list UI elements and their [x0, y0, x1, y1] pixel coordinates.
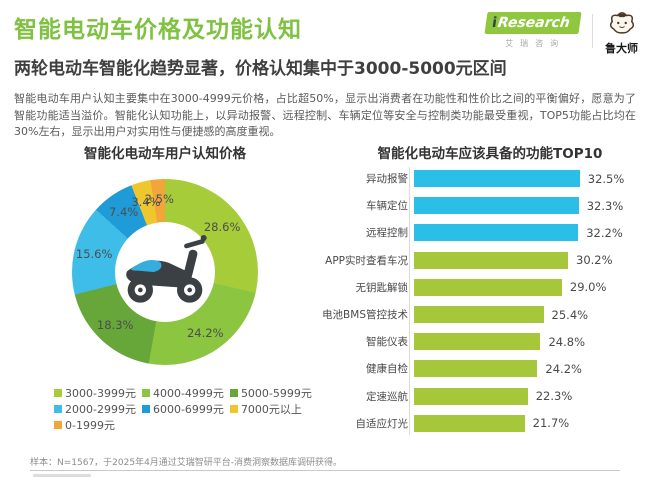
bar	[414, 387, 528, 405]
price-legend: 3000-3999元 4000-4999元 5000-5999元 2000-2999元…	[54, 386, 312, 432]
legend-swatch	[229, 388, 238, 397]
legend-item: 0-1999元	[54, 418, 136, 432]
bar-value-label: 30.2%	[576, 253, 613, 268]
legend-item: 5000-5999元	[229, 386, 312, 400]
bar-category-label: 车辆定位	[366, 200, 408, 213]
top10-bar-chart: 异动报警 32.5% 车辆定位 32.3% 远程控制 32.2% APP实时查看车况 30.2…	[316, 165, 646, 439]
page-title: 智能电动车价格及功能认知	[14, 17, 302, 43]
donut-slice-label: 7.4%	[108, 204, 139, 219]
bar-category-label: 远程控制	[366, 227, 408, 240]
bar-category-label: 定速巡航	[366, 390, 408, 403]
bar	[414, 251, 569, 269]
legend-swatch	[141, 388, 150, 397]
bar-category-label: 健康自检	[366, 363, 408, 376]
iresearch-logo: iResearch 艾瑞咨询	[484, 12, 582, 49]
bar-category-label: 异动报警	[366, 173, 408, 186]
iresearch-wordmark: iResearch	[484, 12, 582, 34]
bar-row: 远程控制 32.2%	[316, 219, 646, 246]
legend-label: 4000-4999元	[152, 386, 224, 400]
donut-slice-label: 18.3%	[96, 318, 134, 333]
bar-value-label: 24.2%	[545, 361, 582, 376]
bar-value-label: 32.2%	[586, 225, 623, 240]
donut-slice-label: 28.6%	[203, 219, 241, 234]
ludashi-mascot-icon	[607, 12, 637, 40]
bar-row: 智能仪表 24.8%	[316, 328, 646, 355]
legend-label: 2000-2999元	[65, 402, 136, 416]
legend-label: 6000-6999元	[152, 402, 224, 416]
bar-value-label: 25.4%	[551, 307, 589, 322]
legend-item: 3000-3999元	[54, 386, 136, 400]
donut-slice-label: 15.6%	[75, 247, 113, 262]
bar-value-label: 21.7%	[532, 416, 570, 431]
ludashi-logo: 鲁大师	[605, 10, 638, 56]
donut-slice-label: 3.4%	[131, 194, 161, 209]
legend-label: 5000-5999元	[240, 386, 312, 400]
donut-hole	[115, 222, 215, 322]
page-subtitle: 两轮电动车智能化趋势显著，价格认知集中于3000-5000元区间	[14, 59, 507, 79]
bar-value-label: 29.0%	[569, 280, 607, 295]
bar	[414, 278, 562, 296]
bar	[414, 224, 579, 242]
logo-divider	[592, 14, 593, 48]
donut-slice-label: 2.5%	[144, 192, 174, 207]
legend-swatch	[54, 420, 62, 429]
legend-swatch	[141, 404, 150, 413]
source-note: 样本：N=1567，于2025年4月通过艾瑞智研平台-消费洞察数据库调研获得。	[30, 458, 343, 468]
ludashi-name: 鲁大师	[605, 42, 638, 55]
bar	[414, 170, 580, 188]
legend-item: 6000-6999元	[141, 402, 224, 416]
bar-row: 电池BMS管控技术 25.4%	[316, 301, 646, 328]
bar-category-label: 智能仪表	[366, 336, 408, 349]
iresearch-rest: Research	[496, 15, 572, 31]
bar	[414, 360, 538, 378]
bar-row: APP实时查看车况 30.2%	[316, 247, 646, 274]
bar	[414, 197, 579, 215]
bar-chart-title: 智能化电动车应该具备的功能TOP10	[377, 146, 603, 162]
logo-area: iResearch 艾瑞咨询 鲁大师	[484, 8, 638, 56]
legend-swatch	[54, 388, 62, 397]
bar-category-label: 电池BMS管控技术	[322, 309, 408, 322]
donut-chart-title: 智能化电动车用户认知价格	[84, 146, 246, 162]
legend-swatch	[54, 404, 62, 413]
intro-paragraph: 智能电动车用户认知主要集中在3000-4999元价格，占比超50%，显示出消费者…	[14, 92, 636, 138]
scooter-icon	[115, 233, 215, 311]
legend-item: 2000-2999元	[54, 402, 136, 416]
legend-swatch	[229, 404, 238, 413]
bar-category-label: APP实时查看车况	[325, 254, 408, 267]
bar	[414, 414, 525, 432]
legend-label: 0-1999元	[65, 418, 115, 432]
bar-value-label: 22.3%	[535, 389, 573, 404]
bar-value-label: 32.3%	[586, 198, 624, 213]
bar-value-label: 24.8%	[548, 334, 586, 349]
donut-slice-label: 24.2%	[186, 325, 224, 340]
bar-row: 无钥匙解锁 29.0%	[316, 274, 646, 301]
legend-label: 7000元以上	[240, 402, 302, 416]
bar-row: 定速巡航 22.3%	[316, 383, 646, 410]
legend-item: 7000元以上	[229, 402, 312, 416]
footer-divider	[30, 470, 620, 471]
price-donut: 28.6% 24.2% 18.3% 15.6% 7.4% 3.4% 2.5%	[72, 179, 258, 365]
top10-bars: 异动报警 32.5% 车辆定位 32.3% 远程控制 32.2% APP实时查看车况 30.2…	[316, 165, 646, 437]
bar-row: 异动报警 32.5%	[316, 165, 646, 192]
bar	[414, 333, 541, 351]
clipped-text-fragment	[33, 474, 91, 477]
bar-category-label: 无钥匙解锁	[355, 281, 409, 294]
legend-label: 3000-3999元	[65, 386, 136, 400]
bar-row: 自适应灯光 21.7%	[316, 410, 646, 437]
bar-value-label: 32.5%	[587, 171, 625, 186]
bar	[414, 306, 544, 324]
legend-item: 4000-4999元	[141, 386, 224, 400]
bar-row: 健康自检 24.2%	[316, 355, 646, 382]
iresearch-caption: 艾瑞咨询	[505, 39, 566, 48]
bar-row: 车辆定位 32.3%	[316, 192, 646, 219]
bar-chart-axis-line	[409, 167, 410, 435]
bar-category-label: 自适应灯光	[355, 417, 409, 430]
